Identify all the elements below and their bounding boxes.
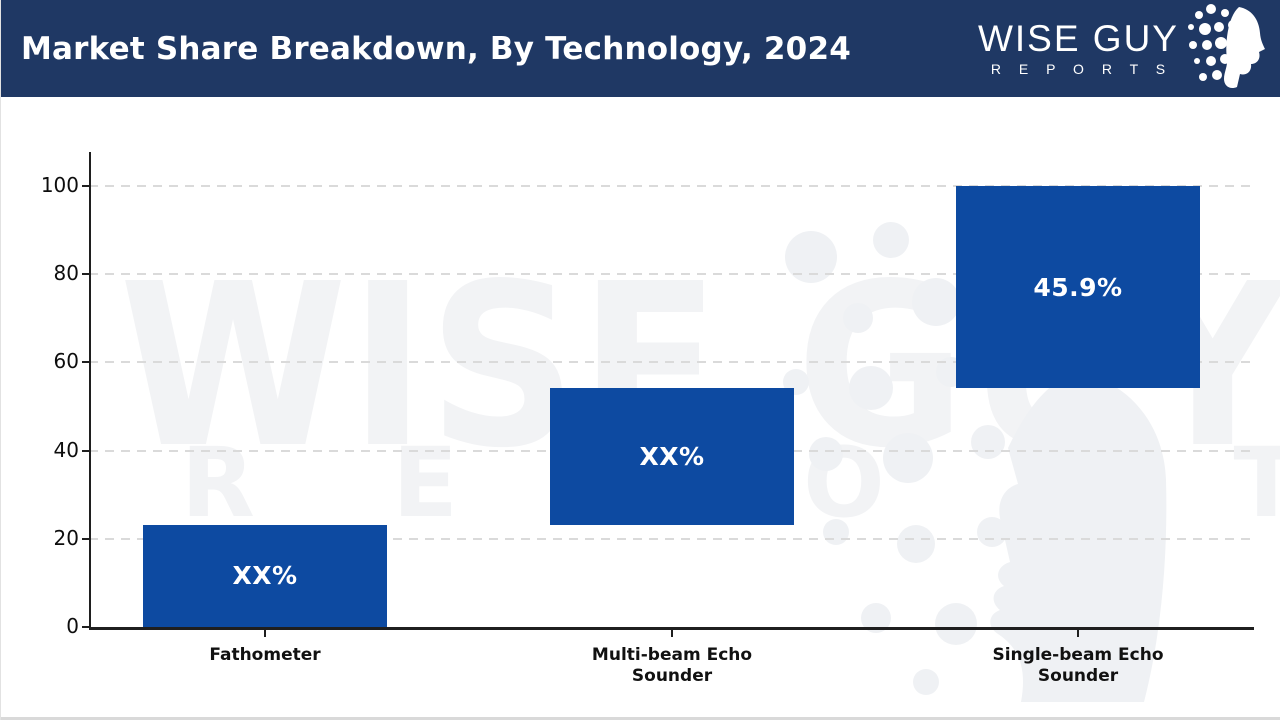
category-label-line: Single-beam Echo	[992, 645, 1164, 665]
x-tickmark-0	[264, 630, 266, 637]
gridline-20	[89, 537, 1254, 540]
bar-value-label: XX%	[639, 442, 705, 472]
bar-single-beam-echo-sounder: 45.9%	[956, 186, 1200, 389]
bar-fathometer: XX%	[143, 524, 387, 627]
category-label-line: Multi-beam Echo	[591, 645, 753, 665]
category-label-1: Multi-beam Echo Sounder	[532, 645, 812, 687]
bar-value-label: 45.9%	[1033, 272, 1123, 302]
gridline-80	[89, 273, 1254, 276]
gridline-60	[89, 361, 1254, 364]
chart-area: WISE GUY R E P O R T S 020406080100XX%Fa…	[1, 97, 1280, 718]
x-axis-line	[89, 627, 1254, 630]
category-label-2: Single-beam Echo Sounder	[938, 645, 1218, 687]
y-tickmark-40	[82, 449, 89, 452]
y-tickmark-0	[82, 626, 89, 628]
y-tickmark-80	[82, 273, 89, 276]
bar-value-label: XX%	[232, 561, 298, 591]
logo-text: WISE GUY R E P O R T S	[978, 20, 1179, 77]
y-tick-label-100: 100	[40, 173, 79, 197]
x-tickmark-1	[671, 630, 673, 637]
y-tick-label-0: 0	[66, 614, 79, 638]
y-tick-label-20: 20	[53, 525, 79, 550]
wise-guy-logo: WISE GUY R E P O R T S	[978, 0, 1267, 97]
y-tickmark-60	[82, 361, 89, 364]
y-tick-label-80: 80	[53, 261, 79, 286]
category-label-line: Fathometer	[209, 645, 321, 665]
y-tick-label-40: 40	[53, 437, 79, 462]
category-label-line: Sounder	[1037, 666, 1119, 686]
bar-multi-beam-echo-sounder: XX%	[550, 388, 794, 525]
y-axis-line	[89, 152, 91, 629]
logo-wordmark: WISE GUY	[977, 18, 1179, 59]
y-tickmark-100	[82, 185, 89, 187]
category-label-0: Fathometer	[125, 645, 405, 666]
footer-divider	[1, 717, 1280, 720]
header-bar: Market Share Breakdown, By Technology, 2…	[1, 0, 1280, 97]
x-tickmark-2	[1077, 630, 1079, 637]
gridline-100	[89, 185, 1254, 187]
y-tick-label-60: 60	[53, 349, 79, 374]
logo-face-icon	[1183, 1, 1267, 97]
logo-subtitle: R E P O R T S	[990, 61, 1173, 77]
category-label-line: Sounder	[631, 666, 713, 686]
page-title: Market Share Breakdown, By Technology, 2…	[21, 30, 851, 67]
y-tickmark-20	[82, 537, 89, 540]
